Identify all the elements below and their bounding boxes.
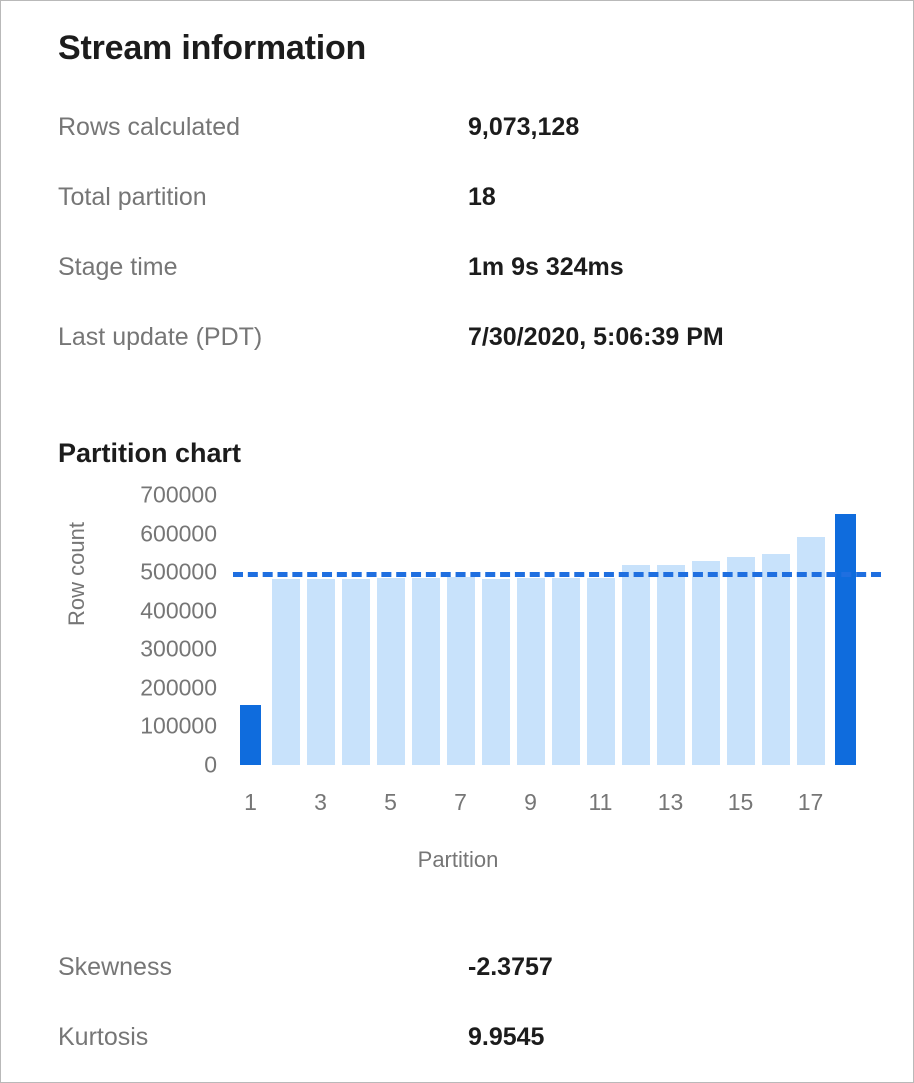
info-row: Stage time 1m 9s 324ms [1, 253, 913, 323]
stream-stats-list: Skewness -2.3757 Kurtosis 9.9545 [1, 953, 913, 1082]
info-row-value: 18 [468, 183, 496, 211]
bar-partition-14[interactable] [691, 561, 720, 765]
x-axis-tick-label: 1 [244, 789, 257, 815]
bar-partition-10[interactable] [551, 578, 580, 765]
stat-row-value: -2.3757 [468, 953, 553, 981]
page-title: Stream information [58, 29, 367, 67]
partition-chart: 700000 600000 500000 400000 300000 200000 1000… [1, 481, 913, 881]
bar-partition-6[interactable] [411, 577, 440, 765]
x-axis-tick-label: 17 [797, 789, 824, 815]
x-axis-tick-label: 5 [384, 789, 397, 815]
info-row: Total partition 18 [1, 183, 913, 253]
info-row: Rows calculated 9,073,128 [1, 113, 913, 183]
bar-partition-3[interactable] [306, 579, 335, 765]
bar-partition-13[interactable] [656, 565, 685, 765]
chart-title: Partition chart [58, 438, 242, 468]
bar-partition-5[interactable] [376, 577, 405, 765]
bar-partition-15[interactable] [726, 556, 755, 765]
x-axis-tick-label: 9 [524, 789, 537, 815]
bar-partition-16[interactable] [761, 553, 790, 765]
x-axis-tick-label: 11 [588, 789, 613, 815]
info-row-value: 7/30/2020, 5:06:39 PM [468, 323, 724, 351]
y-axis-tick-label: 100000 [140, 712, 217, 739]
bar-partition-4[interactable] [341, 578, 370, 765]
info-row-label: Last update (PDT) [58, 323, 263, 351]
y-axis-tick-label: 0 [204, 751, 217, 778]
x-axis-ticks: 1 3 5 7 9 11 13 15 17 [233, 481, 893, 881]
y-axis-tick-label: 600000 [140, 520, 217, 547]
bar-partition-1[interactable] [239, 705, 262, 765]
info-row-value: 9,073,128 [468, 113, 580, 141]
x-axis-tick-label: 7 [454, 789, 467, 815]
bar-partition-2[interactable] [271, 578, 300, 765]
average-reference-line [233, 572, 881, 578]
y-axis-tick-label: 700000 [140, 481, 217, 508]
y-axis-tick-label: 400000 [140, 597, 217, 624]
x-axis-tick-label: 3 [314, 789, 327, 815]
info-row-label: Stage time [58, 253, 178, 281]
bar-partition-8[interactable] [481, 578, 510, 765]
y-axis-tick-label: 200000 [140, 674, 217, 701]
info-row-label: Rows calculated [58, 113, 241, 141]
y-axis-tick-label: 300000 [140, 635, 217, 662]
plot-region [233, 481, 881, 881]
x-axis-title: Partition [417, 847, 499, 872]
bar-partition-12[interactable] [621, 565, 650, 765]
stream-info-list: Rows calculated 9,073,128 Total partition 1… [1, 113, 913, 393]
info-row-value: 1m 9s 324ms [468, 253, 624, 281]
stat-row-label: Skewness [58, 953, 172, 981]
bar-partition-7[interactable] [446, 577, 475, 765]
info-row-label: Total partition [58, 183, 207, 211]
stat-row: Skewness -2.3757 [1, 953, 913, 1023]
bar-partition-11[interactable] [586, 577, 615, 765]
info-row: Last update (PDT) 7/30/2020, 5:06:39 PM [1, 323, 913, 393]
x-axis-tick-label: 15 [727, 789, 754, 815]
bar-partition-9[interactable] [516, 578, 545, 765]
stat-row: Kurtosis 9.9545 [1, 1023, 913, 1082]
stat-row-value: 9.9545 [468, 1023, 545, 1051]
stat-row-label: Kurtosis [58, 1023, 149, 1051]
y-axis-ticks: 700000 600000 500000 400000 300000 200000 1000… [105, 481, 217, 881]
x-axis-tick-label: 13 [657, 789, 684, 815]
y-axis-tick-label: 500000 [140, 558, 217, 585]
